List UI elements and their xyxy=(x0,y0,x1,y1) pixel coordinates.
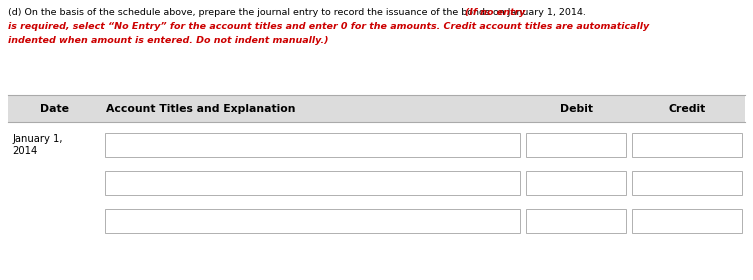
Text: is required, select “No Entry” for the account titles and enter 0 for the amount: is required, select “No Entry” for the a… xyxy=(8,22,649,31)
Bar xyxy=(632,133,742,157)
Bar xyxy=(632,171,742,195)
Text: (d) On the basis of the schedule above, prepare the journal entry to record the : (d) On the basis of the schedule above, … xyxy=(8,8,589,17)
Bar xyxy=(632,209,742,233)
Text: (If no entry: (If no entry xyxy=(465,8,526,17)
Bar xyxy=(8,95,745,122)
Bar xyxy=(105,209,520,233)
Text: January 1,
2014: January 1, 2014 xyxy=(13,134,63,156)
Bar xyxy=(526,171,626,195)
Text: Date: Date xyxy=(40,104,69,113)
Bar xyxy=(105,133,520,157)
Text: indented when amount is entered. Do not indent manually.): indented when amount is entered. Do not … xyxy=(8,36,328,45)
Text: Account Titles and Explanation: Account Titles and Explanation xyxy=(105,104,295,113)
Bar xyxy=(105,171,520,195)
Text: Debit: Debit xyxy=(559,104,593,113)
Text: Credit: Credit xyxy=(669,104,706,113)
Bar xyxy=(526,209,626,233)
Bar xyxy=(526,133,626,157)
